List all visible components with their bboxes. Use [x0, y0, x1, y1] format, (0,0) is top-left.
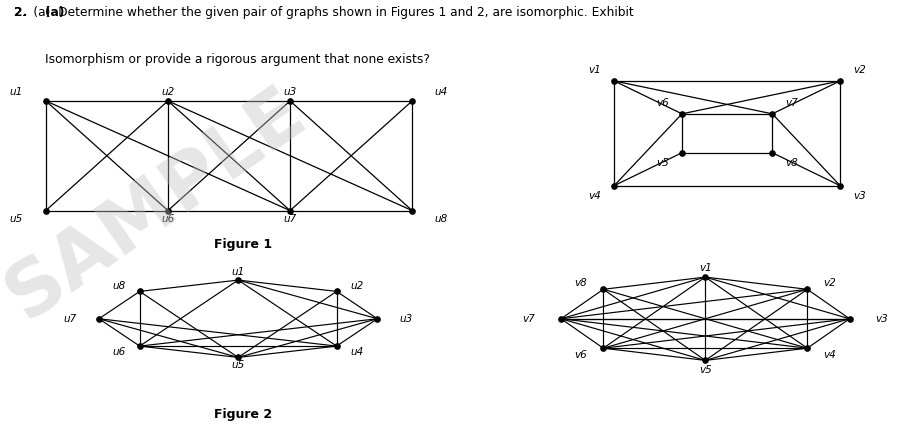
- Text: 2.: 2.: [14, 6, 27, 20]
- Text: v5: v5: [656, 158, 669, 168]
- Text: Figure 2: Figure 2: [213, 408, 272, 421]
- Text: Isomorphism or provide a rigorous argument that none exists?: Isomorphism or provide a rigorous argume…: [14, 53, 430, 66]
- Text: u4: u4: [435, 87, 448, 97]
- Text: u1: u1: [10, 87, 23, 97]
- Text: v3: v3: [876, 314, 888, 324]
- Text: v7: v7: [785, 98, 798, 108]
- Text: v6: v6: [656, 98, 669, 108]
- Text: u2: u2: [351, 280, 364, 291]
- Text: v5: v5: [699, 365, 712, 375]
- Text: v1: v1: [588, 65, 601, 76]
- Text: u7: u7: [63, 314, 77, 324]
- Text: v8: v8: [574, 278, 587, 288]
- Text: u8: u8: [435, 214, 448, 224]
- Text: SAMPLE: SAMPLE: [0, 74, 319, 334]
- Text: 2.  (a)  Determine whether the given pair of graphs shown in Figures 1 and 2, ar: 2. (a) Determine whether the given pair …: [14, 6, 634, 20]
- Text: v8: v8: [785, 158, 798, 168]
- Text: v4: v4: [823, 350, 836, 360]
- Text: v7: v7: [523, 314, 535, 324]
- Text: u6: u6: [161, 214, 175, 224]
- Text: u6: u6: [113, 347, 125, 357]
- Text: u8: u8: [113, 280, 125, 291]
- Text: v1: v1: [699, 263, 712, 273]
- Text: v4: v4: [588, 191, 601, 201]
- Text: v6: v6: [574, 350, 587, 360]
- Text: v3: v3: [853, 191, 866, 201]
- Text: u2: u2: [161, 87, 175, 97]
- Text: u5: u5: [10, 214, 23, 224]
- Text: v2: v2: [823, 278, 836, 288]
- Text: u7: u7: [283, 214, 297, 224]
- Text: u1: u1: [232, 267, 245, 277]
- Text: u3: u3: [283, 87, 297, 97]
- Text: Figure 1: Figure 1: [213, 238, 272, 251]
- Text: (a): (a): [45, 6, 64, 20]
- Text: u4: u4: [351, 347, 364, 357]
- Text: u5: u5: [232, 360, 245, 371]
- Text: v2: v2: [853, 65, 866, 76]
- Text: u3: u3: [399, 314, 413, 324]
